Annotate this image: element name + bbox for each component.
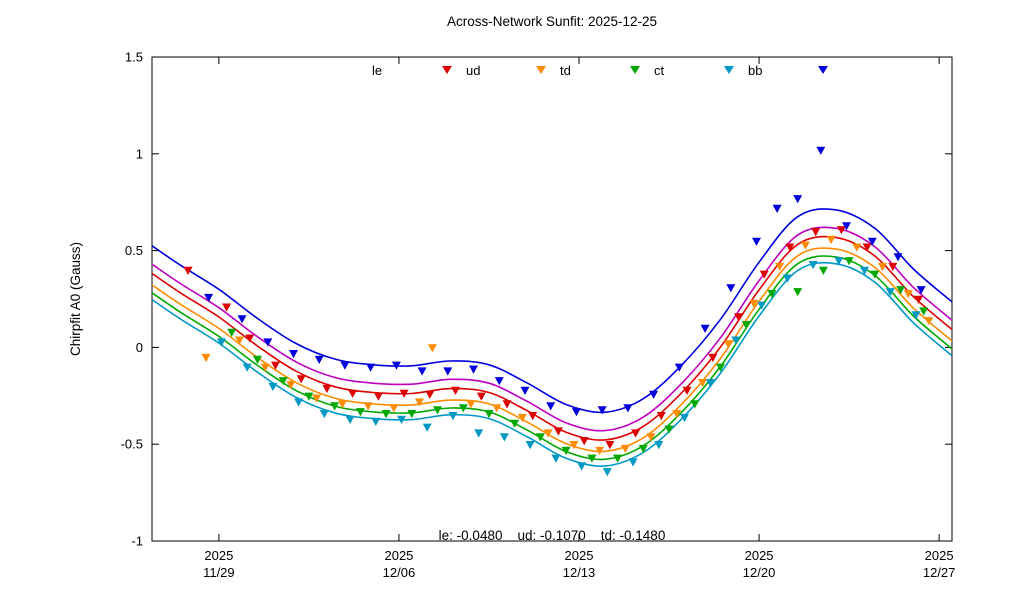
legend-item-ud: ud (466, 62, 560, 78)
legend-label-ud: ud (466, 62, 481, 78)
legend-item-le: le (372, 62, 466, 78)
ud-marker-icon (536, 66, 546, 74)
annotation-line-1: le: -0.0480 ud: -0.1070 td: -0.1480 (438, 528, 666, 543)
svg-text:12/13: 12/13 (563, 565, 596, 580)
svg-text:2025: 2025 (925, 548, 954, 563)
legend-label-td: td (560, 62, 571, 78)
td-marker-icon (630, 66, 640, 74)
legend-item-td: td (560, 62, 654, 78)
chart-title: Across-Network Sunfit: 2025-12-25 (446, 14, 658, 29)
svg-text:2025: 2025 (204, 548, 233, 563)
ct-marker-icon (724, 66, 734, 74)
legend: le ud td ct bb (372, 62, 842, 78)
legend-label-le: le (372, 62, 383, 78)
svg-text:12/27: 12/27 (923, 565, 956, 580)
svg-text:0: 0 (136, 340, 143, 355)
svg-text:12/20: 12/20 (743, 565, 776, 580)
legend-label-bb: bb (748, 62, 763, 78)
legend-label-ct: ct (654, 62, 665, 78)
y-axis-label: Chirpfit A0 (Gauss) (68, 241, 83, 357)
svg-text:-1: -1 (131, 534, 143, 549)
svg-text:0.5: 0.5 (125, 243, 143, 258)
legend-item-bb: bb (748, 62, 842, 78)
svg-text:-0.5: -0.5 (121, 437, 143, 452)
fit-offsets-annotation: le: -0.0480 ud: -0.1070 td: -0.1480 ct: … (152, 473, 952, 600)
svg-text:12/06: 12/06 (383, 565, 416, 580)
bb-marker-icon (818, 66, 828, 74)
le-marker-icon (442, 66, 452, 74)
svg-text:2025: 2025 (565, 548, 594, 563)
svg-text:1: 1 (136, 146, 143, 161)
svg-text:1.5: 1.5 (125, 50, 143, 65)
legend-item-ct: ct (654, 62, 748, 78)
svg-text:2025: 2025 (745, 548, 774, 563)
svg-text:11/29: 11/29 (203, 565, 235, 580)
svg-text:2025: 2025 (384, 548, 413, 563)
